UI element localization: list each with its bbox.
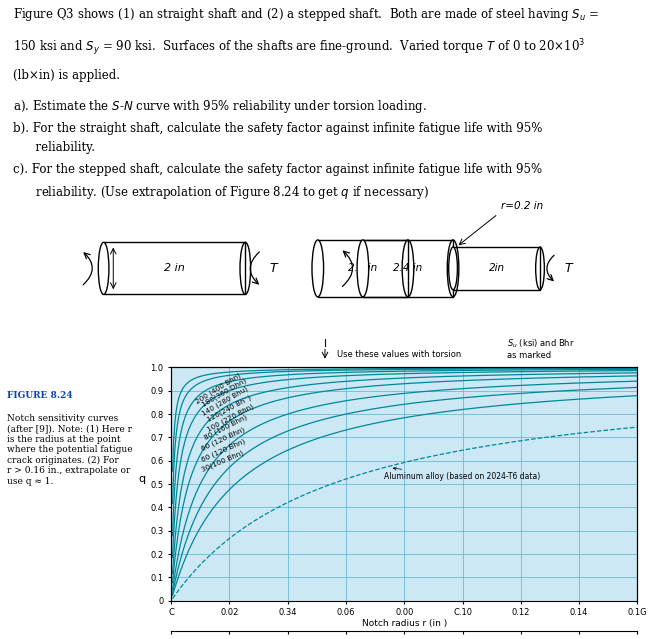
- X-axis label: Notch radius r (in ): Notch radius r (in ): [362, 619, 447, 627]
- Ellipse shape: [98, 242, 109, 295]
- Y-axis label: q: q: [138, 474, 146, 484]
- Text: 2.4 in: 2.4 in: [393, 263, 423, 273]
- Bar: [453, 247, 540, 289]
- Text: $T$: $T$: [269, 262, 280, 275]
- Text: (lb×in) is applied.: (lb×in) is applied.: [13, 68, 120, 82]
- Text: reliability. (Use extrapolation of Figure 8.24 to get $q$ if necessary): reliability. (Use extrapolation of Figur…: [13, 184, 429, 201]
- Ellipse shape: [312, 240, 323, 297]
- Bar: [103, 242, 246, 295]
- Ellipse shape: [449, 247, 458, 289]
- Text: 2 in: 2 in: [164, 263, 185, 273]
- Text: 2.4 in: 2.4 in: [348, 263, 378, 273]
- Text: 60 (120 Bhn): 60 (120 Bhn): [200, 438, 246, 463]
- Ellipse shape: [357, 240, 368, 297]
- Text: Use these values with torsion: Use these values with torsion: [337, 350, 461, 359]
- Text: $S_u$ (ksi) and Bhr
as marked: $S_u$ (ksi) and Bhr as marked: [507, 337, 574, 360]
- Bar: [318, 240, 408, 297]
- Text: 30(100 Bhn): 30(100 Bhn): [200, 449, 244, 473]
- Text: FIGURE 8.24: FIGURE 8.24: [7, 390, 72, 400]
- Text: b). For the straight shaft, calculate the safety factor against infinite fatigue: b). For the straight shaft, calculate th…: [13, 122, 543, 135]
- Text: Figure Q3 shows (1) an straight shaft and (2) a stepped shaft.  Both are made of: Figure Q3 shows (1) an straight shaft an…: [13, 6, 599, 24]
- Text: a). Estimate the $S$-$N$ curve with 95% reliability under torsion loading.: a). Estimate the $S$-$N$ curve with 95% …: [13, 98, 427, 115]
- Text: Notch sensitivity curves
(after [9]). Note: (1) Here r
is the radius at the poin: Notch sensitivity curves (after [9]). No…: [7, 414, 132, 486]
- Text: 60 (120 Bhn): 60 (120 Bhn): [200, 426, 246, 452]
- Text: c). For the stepped shaft, calculate the safety factor against infinite fatigue : c). For the stepped shaft, calculate the…: [13, 164, 543, 176]
- Text: 80 (160 Bhn): 80 (160 Bhn): [203, 414, 248, 441]
- Text: Aluminum alloy (based on 2024-T6 data): Aluminum alloy (based on 2024-T6 data): [384, 467, 540, 481]
- Text: 150 ksi and $S_y$ = 90 ksi.  Surfaces of the shafts are fine-ground.  Varied tor: 150 ksi and $S_y$ = 90 ksi. Surfaces of …: [13, 38, 586, 58]
- Text: r=0.2 in: r=0.2 in: [501, 201, 544, 212]
- Text: 140 (280 Bhu): 140 (280 Bhu): [200, 385, 248, 417]
- Text: 100 (220 Bhn): 100 (220 Bhn): [206, 403, 255, 433]
- Text: 2in: 2in: [488, 263, 505, 273]
- Text: 120(240 Bh⁻): 120(240 Bh⁻): [206, 394, 252, 422]
- Text: 180(360 Dhn): 180(360 Dhn): [200, 378, 247, 408]
- Text: 200 (400 Bhn): 200 (400 Bhn): [195, 372, 242, 405]
- Text: $T$: $T$: [564, 262, 574, 275]
- Text: reliability.: reliability.: [13, 141, 95, 154]
- Bar: [363, 240, 453, 297]
